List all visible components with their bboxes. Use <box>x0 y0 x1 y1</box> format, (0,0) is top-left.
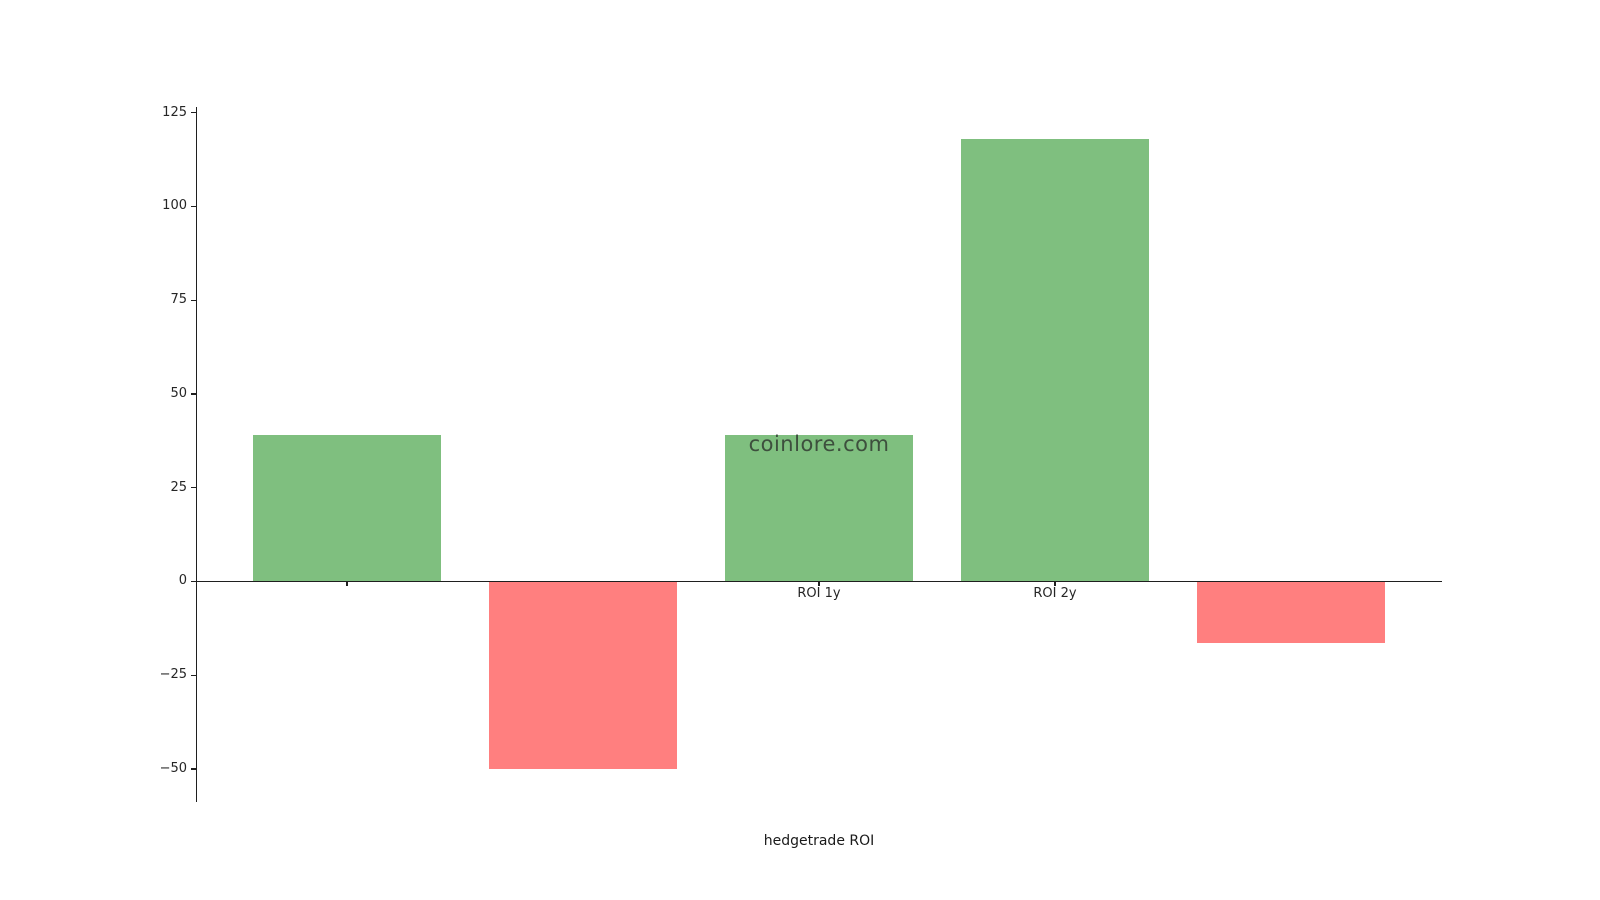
x-axis-title: hedgetrade ROI <box>763 833 875 849</box>
y-tick <box>191 580 196 583</box>
y-tick-label: 25 <box>170 479 187 495</box>
x-tick-label: ROI 2y <box>1033 586 1077 602</box>
y-tick <box>191 205 196 208</box>
y-tick <box>191 393 196 395</box>
y-tick <box>191 674 196 676</box>
y-tick-label: −25 <box>159 667 187 683</box>
y-tick <box>191 768 196 770</box>
y-tick-label: 50 <box>170 386 187 402</box>
x-tick <box>346 581 348 587</box>
bar <box>960 138 1150 582</box>
bar <box>252 435 442 582</box>
y-tick-label: 100 <box>162 198 187 214</box>
y-axis-spine <box>196 107 198 802</box>
y-tick-label: 75 <box>170 292 187 308</box>
x-tick <box>818 581 820 587</box>
x-tick <box>1054 581 1056 587</box>
bar <box>724 435 914 582</box>
y-tick-label: 0 <box>178 573 187 589</box>
y-tick <box>191 487 196 489</box>
y-tick <box>191 299 196 301</box>
x-tick-label: ROI 1y <box>797 586 841 602</box>
y-tick-label: 125 <box>162 104 187 120</box>
bar <box>1196 581 1386 644</box>
x-axis-line <box>196 580 1442 583</box>
bar <box>488 581 678 769</box>
watermark-text: coinlore.com <box>748 432 890 456</box>
y-tick-label: −50 <box>159 761 187 777</box>
y-tick <box>191 111 196 114</box>
